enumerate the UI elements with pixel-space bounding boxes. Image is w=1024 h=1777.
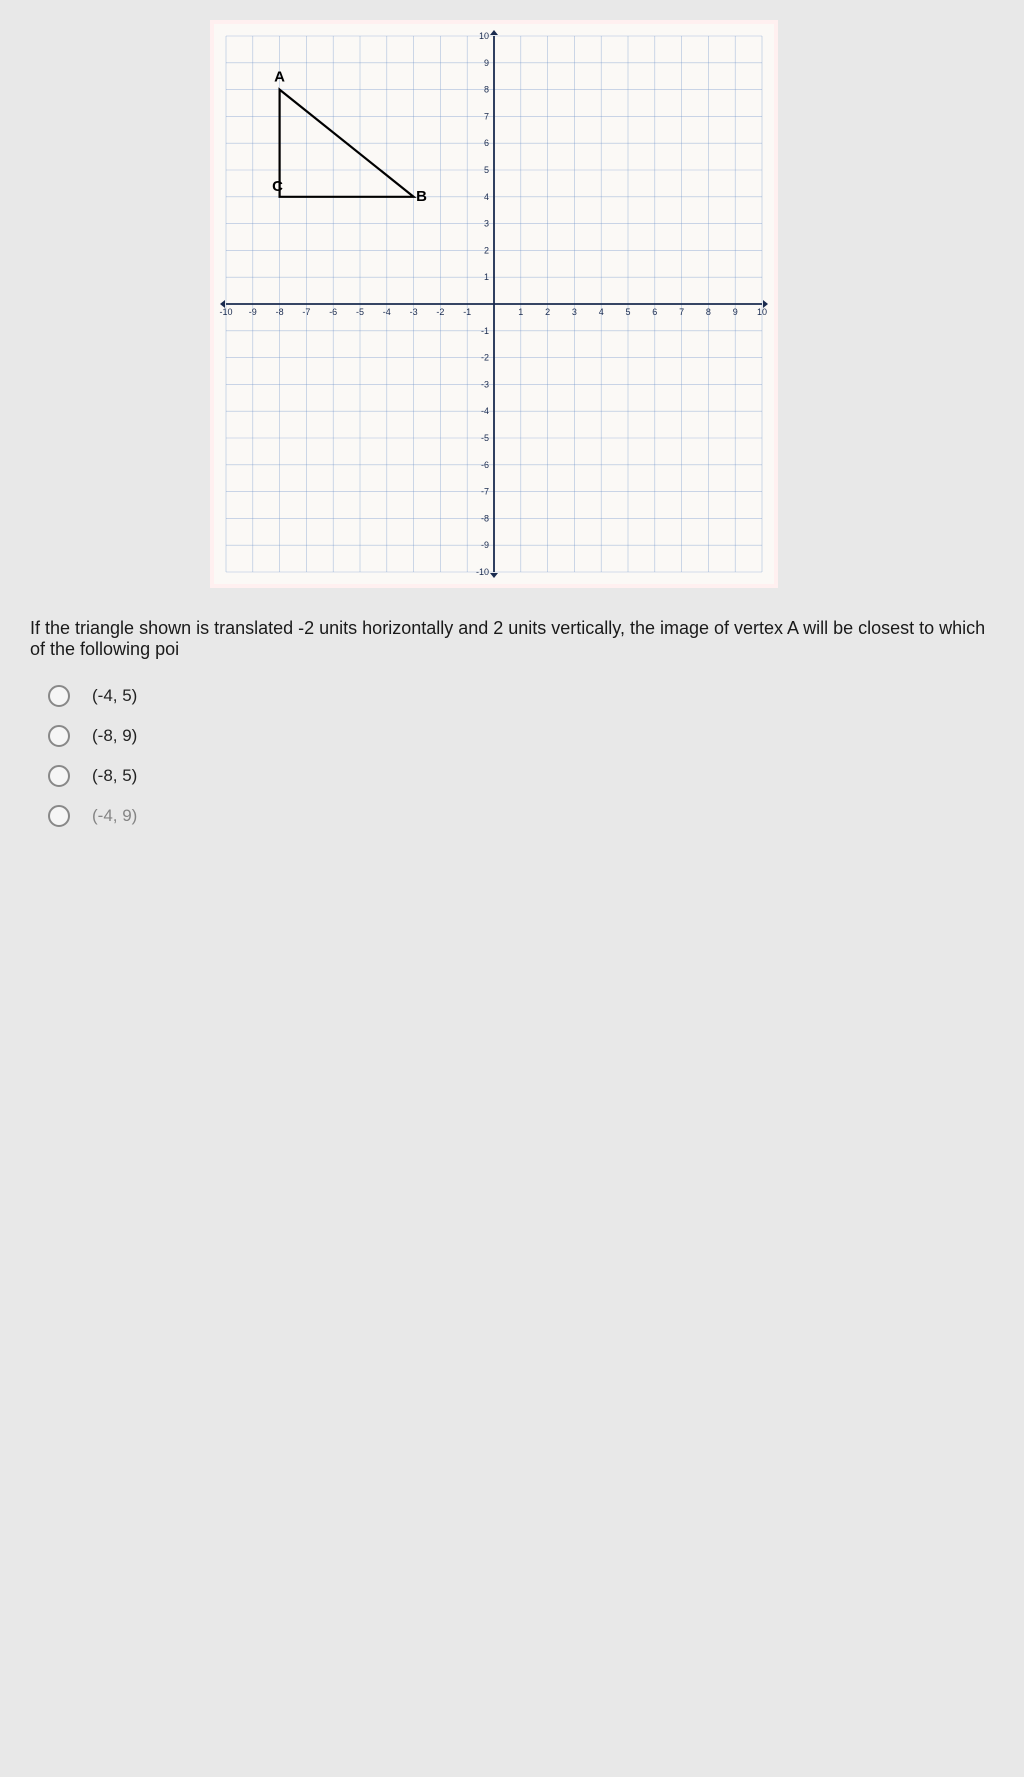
svg-text:10: 10 (479, 31, 489, 41)
svg-text:4: 4 (484, 192, 489, 202)
svg-text:-5: -5 (481, 433, 489, 443)
svg-text:A: A (274, 69, 285, 86)
option-label: (-8, 9) (92, 726, 137, 746)
answer-options: (-4, 5) (-8, 9) (-8, 5) (-4, 9) (48, 685, 994, 827)
option-label: (-4, 9) (92, 806, 137, 826)
svg-text:-5: -5 (356, 307, 364, 317)
svg-text:-6: -6 (329, 307, 337, 317)
svg-text:5: 5 (625, 307, 630, 317)
radio-icon[interactable] (48, 685, 70, 707)
svg-text:-8: -8 (276, 307, 284, 317)
option-label: (-4, 5) (92, 686, 137, 706)
svg-text:7: 7 (679, 307, 684, 317)
svg-text:-2: -2 (481, 353, 489, 363)
coordinate-graph: -10 -9 -8 -7 -6 -5 -4 -3 -2 -1 1 2 3 4 5 6 7 8 9 10 -10 -9 -8 -… (210, 20, 778, 588)
svg-text:10: 10 (757, 307, 767, 317)
radio-icon[interactable] (48, 765, 70, 787)
svg-text:9: 9 (733, 307, 738, 317)
svg-text:6: 6 (484, 138, 489, 148)
svg-text:3: 3 (572, 307, 577, 317)
option-1[interactable]: (-8, 9) (48, 725, 994, 747)
svg-text:2: 2 (484, 245, 489, 255)
option-3[interactable]: (-4, 9) (48, 805, 994, 827)
svg-text:-2: -2 (436, 307, 444, 317)
svg-text:-8: -8 (481, 513, 489, 523)
svg-text:-7: -7 (481, 487, 489, 497)
svg-text:4: 4 (599, 307, 604, 317)
svg-text:-3: -3 (410, 307, 418, 317)
svg-text:8: 8 (706, 307, 711, 317)
option-label: (-8, 5) (92, 766, 137, 786)
svg-text:-7: -7 (302, 307, 310, 317)
svg-text:B: B (416, 188, 427, 205)
svg-text:-10: -10 (476, 567, 489, 577)
svg-text:-6: -6 (481, 460, 489, 470)
option-0[interactable]: (-4, 5) (48, 685, 994, 707)
svg-text:-1: -1 (463, 307, 471, 317)
svg-text:-9: -9 (249, 307, 257, 317)
svg-text:C: C (272, 178, 283, 195)
svg-text:1: 1 (484, 272, 489, 282)
svg-text:3: 3 (484, 219, 489, 229)
svg-text:1: 1 (518, 307, 523, 317)
svg-text:-4: -4 (383, 307, 391, 317)
svg-text:-4: -4 (481, 406, 489, 416)
svg-text:5: 5 (484, 165, 489, 175)
radio-icon[interactable] (48, 725, 70, 747)
option-2[interactable]: (-8, 5) (48, 765, 994, 787)
svg-text:-1: -1 (481, 326, 489, 336)
svg-text:-10: -10 (219, 307, 232, 317)
svg-text:2: 2 (545, 307, 550, 317)
svg-text:7: 7 (484, 111, 489, 121)
svg-text:8: 8 (484, 85, 489, 95)
question-text: If the triangle shown is translated -2 u… (30, 618, 994, 660)
radio-icon[interactable] (48, 805, 70, 827)
svg-text:9: 9 (484, 58, 489, 68)
svg-text:-9: -9 (481, 540, 489, 550)
svg-text:-3: -3 (481, 379, 489, 389)
svg-text:6: 6 (652, 307, 657, 317)
